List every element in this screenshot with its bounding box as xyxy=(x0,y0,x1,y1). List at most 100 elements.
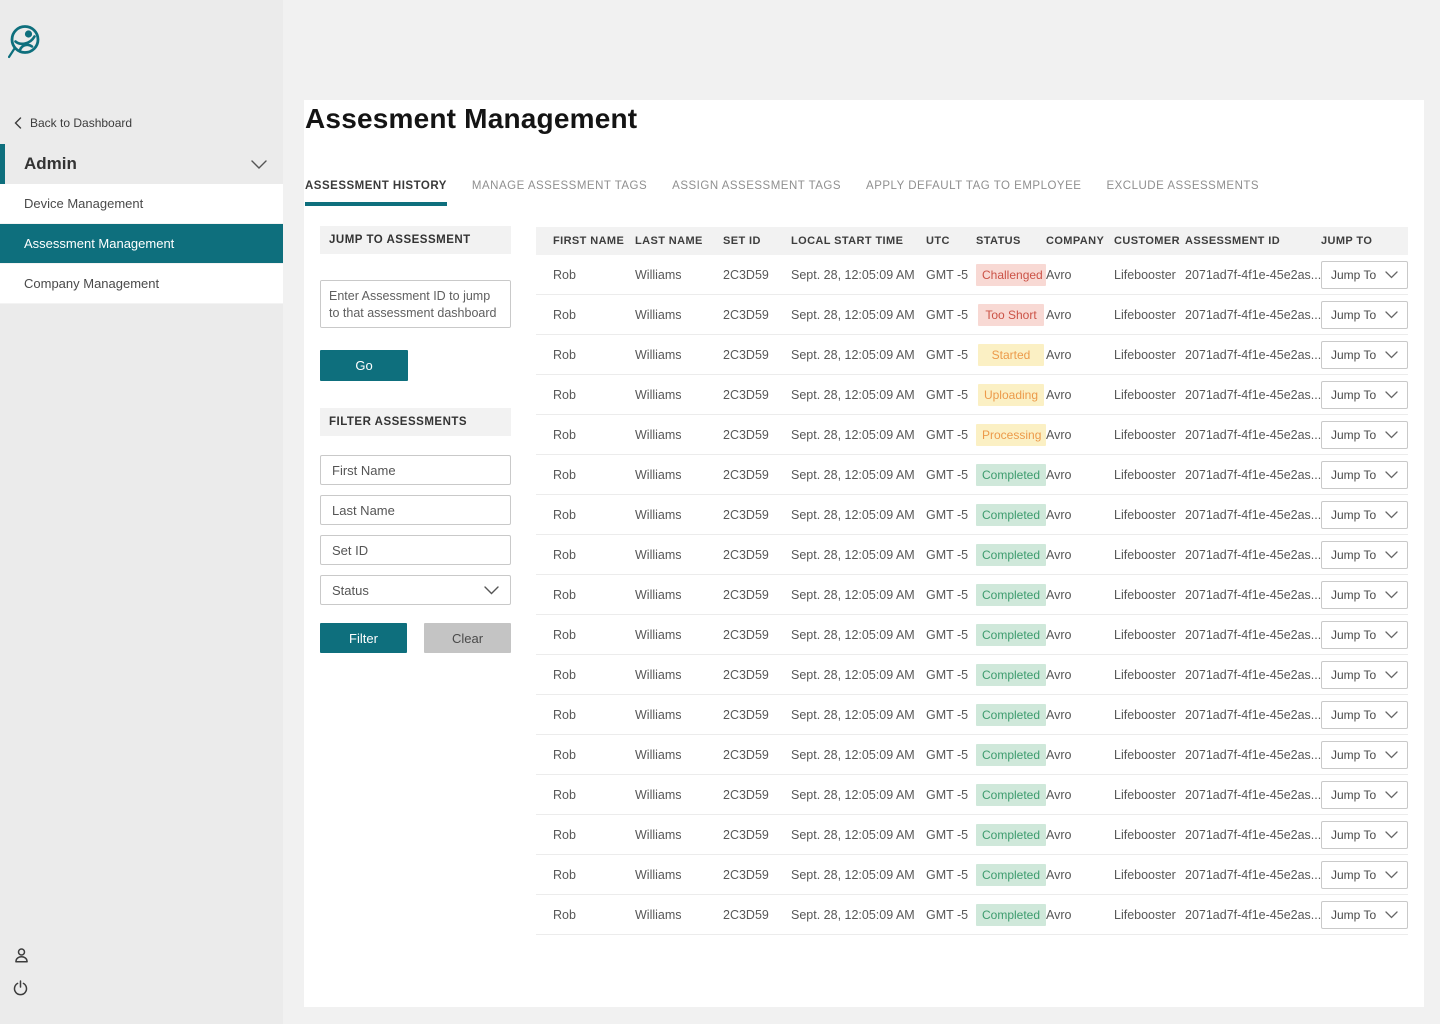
sidebar-section-admin[interactable]: Admin xyxy=(0,144,283,184)
tab-manage-assessment-tags[interactable]: MANAGE ASSESSMENT TAGS xyxy=(471,180,648,192)
table-row: Rob Williams 2C3D59 Sept. 28, 12:05:09 AM GM… xyxy=(536,775,1408,815)
jump-to-dropdown[interactable]: Jump To xyxy=(1321,460,1408,489)
status-badge: Completed xyxy=(976,823,1046,846)
cell-status: Completed xyxy=(976,543,1046,566)
column-header-company: COMPANY xyxy=(1046,235,1105,247)
table-row: Rob Williams 2C3D59 Sept. 28, 12:05:09 AM GM… xyxy=(536,375,1408,415)
cell-jump-to: Jump To xyxy=(1321,540,1408,569)
cell-assessment-id: 2071ad7f-4f1e-45e2as... xyxy=(1185,747,1321,762)
column-header-assessment-id: ASSESSMENT ID xyxy=(1185,235,1281,247)
set-id-input[interactable] xyxy=(320,535,511,565)
cell-company: Avro xyxy=(1046,667,1072,682)
clear-button[interactable]: Clear xyxy=(424,623,511,653)
cell-utc: GMT -5 xyxy=(926,267,969,282)
jump-to-dropdown[interactable]: Jump To xyxy=(1321,420,1408,449)
cell-set-id: 2C3D59 xyxy=(723,787,769,802)
jump-to-dropdown[interactable]: Jump To xyxy=(1321,860,1408,889)
cell-set-id: 2C3D59 xyxy=(723,867,769,882)
sidebar-item-assessment-management[interactable]: Assessment Management xyxy=(0,224,283,264)
table-row: Rob Williams 2C3D59 Sept. 28, 12:05:09 AM GM… xyxy=(536,535,1408,575)
cell-local-start-time: Sept. 28, 12:05:09 AM xyxy=(791,787,915,802)
table-row: Rob Williams 2C3D59 Sept. 28, 12:05:09 AM GM… xyxy=(536,855,1408,895)
jump-to-dropdown[interactable]: Jump To xyxy=(1321,700,1408,729)
jump-to-dropdown[interactable]: Jump To xyxy=(1321,900,1408,929)
go-button[interactable]: Go xyxy=(320,350,408,381)
jump-to-label: Jump To xyxy=(1331,427,1377,442)
cell-first-name: Rob xyxy=(553,587,576,602)
sidebar-item-company-management[interactable]: Company Management xyxy=(0,264,283,304)
jump-to-label: Jump To xyxy=(1331,587,1377,602)
cell-last-name: Williams xyxy=(635,307,682,322)
back-to-dashboard[interactable]: Back to Dashboard xyxy=(14,116,132,130)
jump-to-label: Jump To xyxy=(1331,827,1377,842)
jump-to-label: Jump To xyxy=(1331,627,1377,642)
status-badge: Processing xyxy=(976,423,1046,446)
cell-utc: GMT -5 xyxy=(926,307,969,322)
table-header-row: FIRST NAME LAST NAME SET ID LOCAL START TIM… xyxy=(536,227,1408,255)
status-select[interactable]: Status xyxy=(320,575,511,605)
tab-assessment-history[interactable]: ASSESSMENT HISTORY xyxy=(305,180,447,206)
cell-jump-to: Jump To xyxy=(1321,460,1408,489)
cell-customer: Lifebooster xyxy=(1114,747,1176,762)
tab-assign-assessment-tags[interactable]: ASSIGN ASSESSMENT TAGS xyxy=(672,180,842,192)
cell-customer: Lifebooster xyxy=(1114,787,1176,802)
cell-customer: Lifebooster xyxy=(1114,547,1176,562)
jump-to-dropdown[interactable]: Jump To xyxy=(1321,500,1408,529)
jump-to-dropdown[interactable]: Jump To xyxy=(1321,540,1408,569)
cell-first-name: Rob xyxy=(553,267,576,282)
sidebar-nav: Device Management Assessment Management Co… xyxy=(0,184,283,304)
assessment-id-input[interactable] xyxy=(320,280,511,328)
cell-company: Avro xyxy=(1046,787,1072,802)
lifebooster-logo-icon xyxy=(8,24,42,60)
column-header-set-id: SET ID xyxy=(723,235,761,247)
jump-to-label: Jump To xyxy=(1331,787,1377,802)
jump-to-dropdown[interactable]: Jump To xyxy=(1321,580,1408,609)
cell-assessment-id: 2071ad7f-4f1e-45e2as... xyxy=(1185,587,1321,602)
tab-exclude-assessments[interactable]: EXCLUDE ASSESSMENTS xyxy=(1106,180,1260,192)
status-badge: Completed xyxy=(976,903,1046,926)
jump-to-dropdown[interactable]: Jump To xyxy=(1321,820,1408,849)
last-name-input[interactable] xyxy=(320,495,511,525)
first-name-input[interactable] xyxy=(320,455,511,485)
cell-customer: Lifebooster xyxy=(1114,387,1176,402)
jump-to-dropdown[interactable]: Jump To xyxy=(1321,260,1408,289)
chevron-down-icon xyxy=(1385,710,1398,718)
cell-first-name: Rob xyxy=(553,547,576,562)
jump-to-label: Jump To xyxy=(1331,307,1377,322)
cell-first-name: Rob xyxy=(553,467,576,482)
cell-last-name: Williams xyxy=(635,627,682,642)
jump-to-dropdown[interactable]: Jump To xyxy=(1321,780,1408,809)
jump-to-dropdown[interactable]: Jump To xyxy=(1321,620,1408,649)
jump-to-dropdown[interactable]: Jump To xyxy=(1321,380,1408,409)
cell-status: Completed xyxy=(976,463,1046,486)
cell-first-name: Rob xyxy=(553,907,576,922)
cell-utc: GMT -5 xyxy=(926,587,969,602)
cell-set-id: 2C3D59 xyxy=(723,547,769,562)
status-badge: Completed xyxy=(976,863,1046,886)
cell-first-name: Rob xyxy=(553,787,576,802)
cell-status: Completed xyxy=(976,623,1046,646)
sidebar-item-device-management[interactable]: Device Management xyxy=(0,184,283,224)
jump-to-dropdown[interactable]: Jump To xyxy=(1321,740,1408,769)
tab-apply-default-tag-to-employee[interactable]: APPLY DEFAULT TAG TO EMPLOYEE xyxy=(866,180,1082,192)
user-account-icon[interactable] xyxy=(13,947,30,964)
cell-last-name: Williams xyxy=(635,907,682,922)
jump-to-dropdown[interactable]: Jump To xyxy=(1321,660,1408,689)
status-select-value: Status xyxy=(332,582,369,598)
cell-customer: Lifebooster xyxy=(1114,907,1176,922)
logout-power-icon[interactable] xyxy=(13,980,28,996)
cell-jump-to: Jump To xyxy=(1321,420,1408,449)
cell-set-id: 2C3D59 xyxy=(723,747,769,762)
cell-set-id: 2C3D59 xyxy=(723,307,769,322)
cell-last-name: Williams xyxy=(635,467,682,482)
cell-status: Too Short xyxy=(976,303,1046,326)
cell-assessment-id: 2071ad7f-4f1e-45e2as... xyxy=(1185,347,1321,362)
cell-jump-to: Jump To xyxy=(1321,660,1408,689)
jump-to-dropdown[interactable]: Jump To xyxy=(1321,340,1408,369)
cell-local-start-time: Sept. 28, 12:05:09 AM xyxy=(791,307,915,322)
cell-jump-to: Jump To xyxy=(1321,580,1408,609)
cell-local-start-time: Sept. 28, 12:05:09 AM xyxy=(791,587,915,602)
jump-to-dropdown[interactable]: Jump To xyxy=(1321,300,1408,329)
filter-button[interactable]: Filter xyxy=(320,623,407,653)
table-row: Rob Williams 2C3D59 Sept. 28, 12:05:09 AM GM… xyxy=(536,695,1408,735)
